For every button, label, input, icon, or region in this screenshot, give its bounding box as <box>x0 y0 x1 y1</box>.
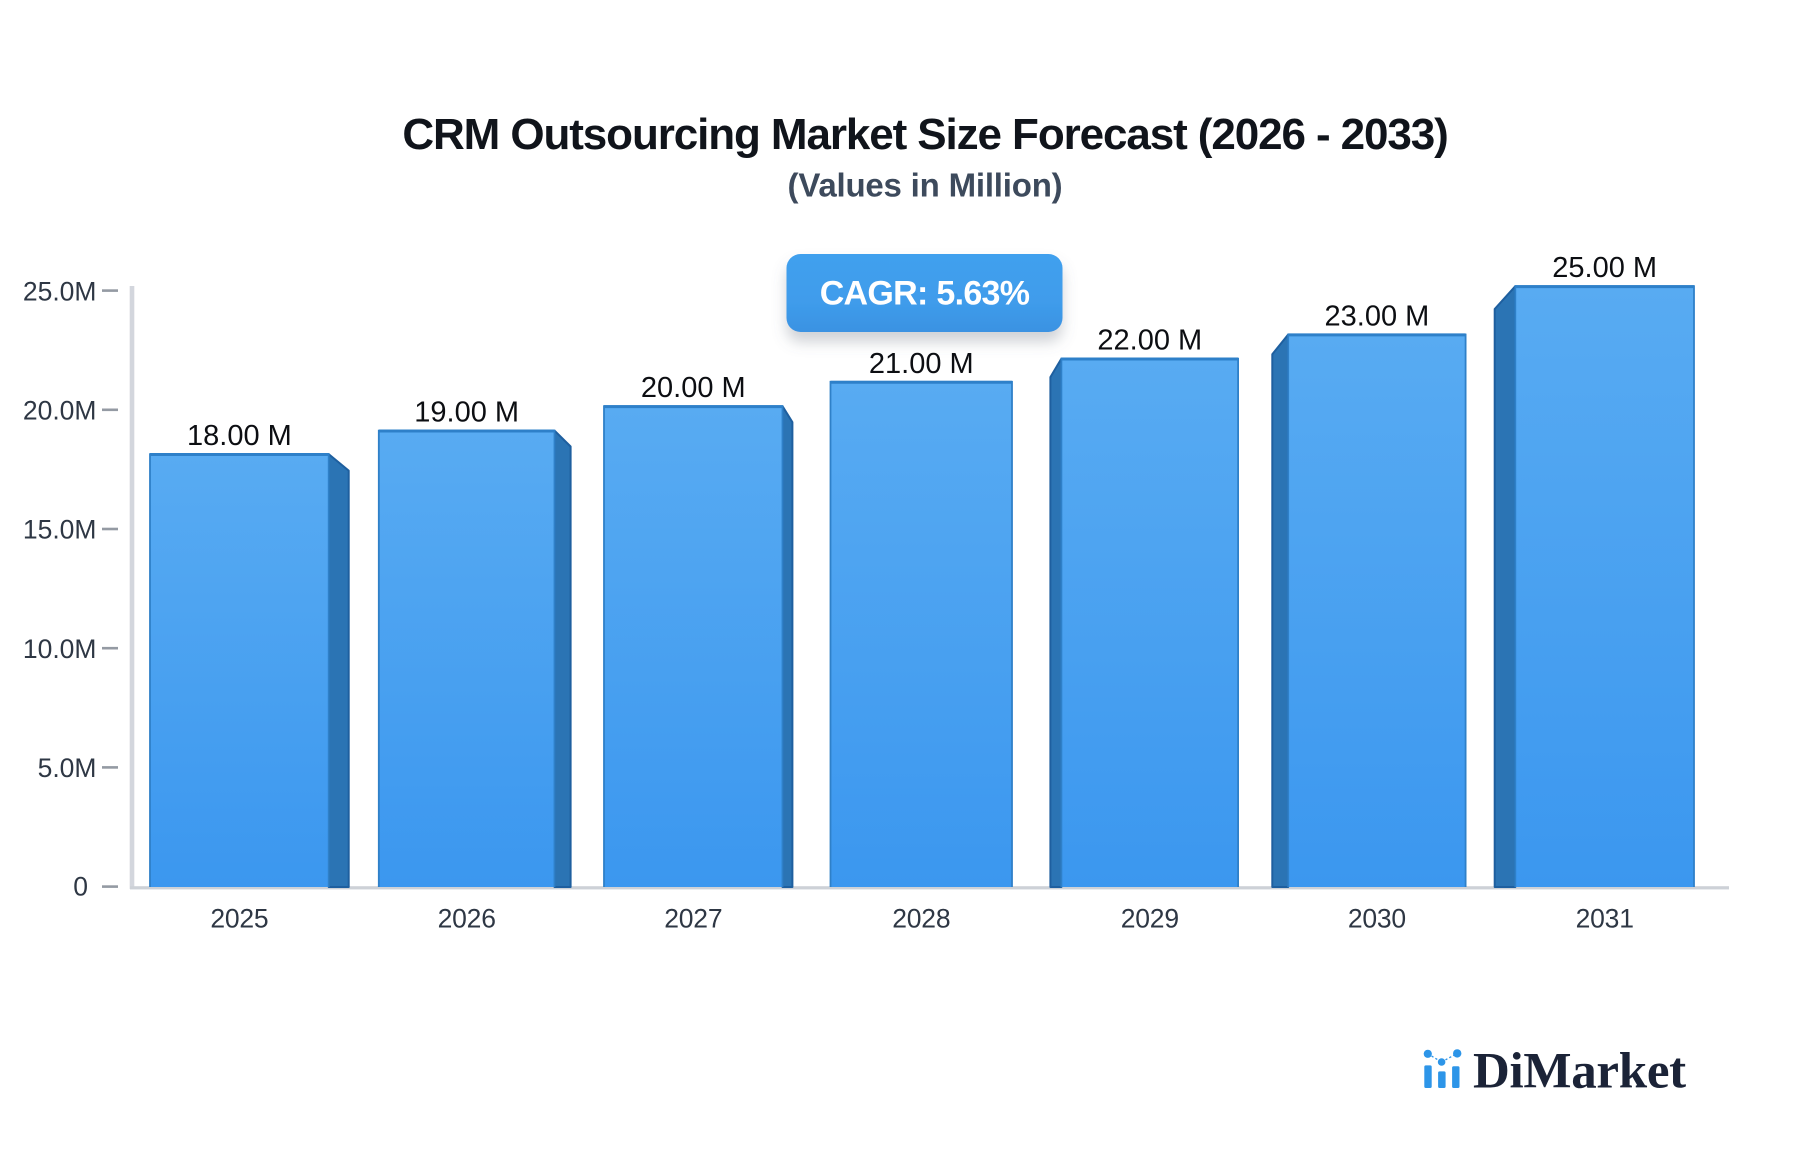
svg-text:2029: 2029 <box>1121 904 1179 934</box>
svg-text:21.00 M: 21.00 M <box>869 348 974 380</box>
svg-text:20.0M: 20.0M <box>23 396 97 426</box>
svg-text:20.00 M: 20.00 M <box>641 372 746 404</box>
svg-text:2031: 2031 <box>1576 904 1634 934</box>
svg-text:5.0M: 5.0M <box>38 753 97 783</box>
svg-text:2025: 2025 <box>210 904 268 934</box>
svg-text:2030: 2030 <box>1348 904 1406 934</box>
svg-text:25.00 M: 25.00 M <box>1552 252 1657 284</box>
svg-text:CAGR: 5.63%: CAGR: 5.63% <box>820 275 1030 313</box>
svg-text:23.00 M: 23.00 M <box>1325 301 1430 333</box>
svg-text:18.00 M: 18.00 M <box>187 420 292 452</box>
svg-text:(Values in Million): (Values in Million) <box>788 167 1063 204</box>
svg-text:19.00 M: 19.00 M <box>414 397 519 429</box>
svg-text:0: 0 <box>73 872 88 902</box>
svg-text:15.0M: 15.0M <box>23 515 97 545</box>
svg-text:25.0M: 25.0M <box>23 276 97 306</box>
svg-text:2028: 2028 <box>892 904 950 934</box>
svg-text:2027: 2027 <box>664 904 722 934</box>
svg-text:2026: 2026 <box>438 904 496 934</box>
svg-text:DiMarket: DiMarket <box>1473 1044 1686 1100</box>
svg-text:22.00 M: 22.00 M <box>1097 325 1202 357</box>
svg-text:CRM Outsourcing Market Size Fo: CRM Outsourcing Market Size Forecast (20… <box>402 110 1447 159</box>
svg-text:10.0M: 10.0M <box>23 634 97 664</box>
